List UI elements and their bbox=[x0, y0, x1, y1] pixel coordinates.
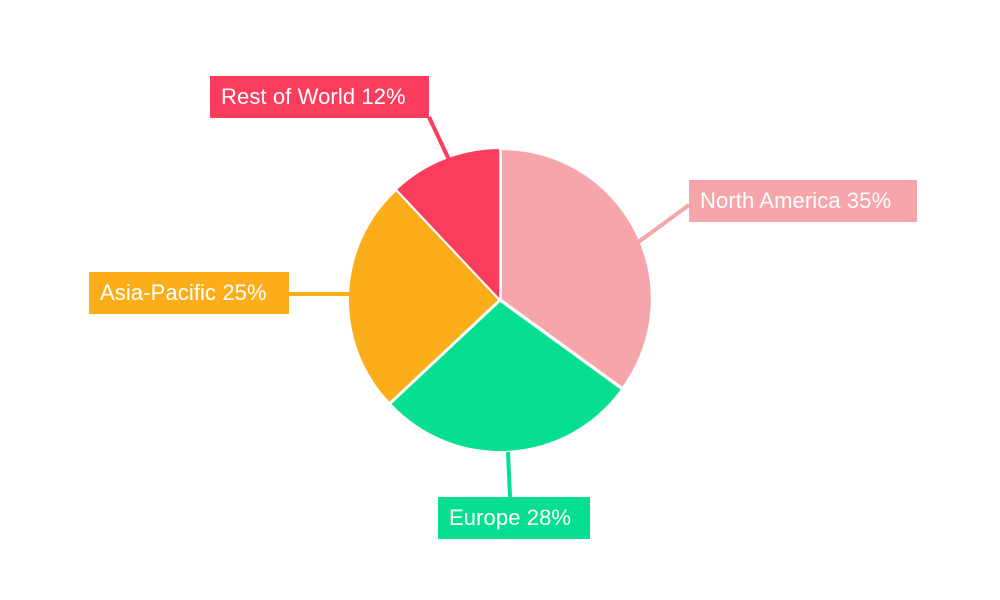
leader-line-north-america bbox=[635, 203, 691, 245]
pie-label-text: Europe 28% bbox=[449, 505, 572, 530]
pie-label-rest-of-world[interactable]: Rest of World 12% bbox=[210, 76, 429, 118]
pie-slice-europe[interactable] bbox=[391, 301, 621, 451]
pie-label-north-america[interactable]: North America 35% bbox=[689, 180, 917, 222]
leader-line-europe bbox=[506, 451, 512, 498]
pie-label-asia-pacific[interactable]: Asia-Pacific 25% bbox=[89, 272, 289, 314]
pie-label-text: Asia-Pacific 25% bbox=[100, 280, 267, 305]
pie-slice-asia-pacific[interactable] bbox=[349, 191, 499, 402]
pie-label-europe[interactable]: Europe 28% bbox=[438, 497, 590, 539]
leader-line-rest-of-world bbox=[427, 116, 453, 165]
pie-slice-north-america[interactable] bbox=[501, 150, 651, 387]
pie-label-text: Rest of World 12% bbox=[221, 84, 406, 109]
pie-slices bbox=[349, 149, 651, 451]
pie-label-text: North America 35% bbox=[700, 188, 892, 213]
leader-lines bbox=[289, 116, 691, 498]
pie-slice-rest-of-world[interactable] bbox=[397, 149, 500, 299]
